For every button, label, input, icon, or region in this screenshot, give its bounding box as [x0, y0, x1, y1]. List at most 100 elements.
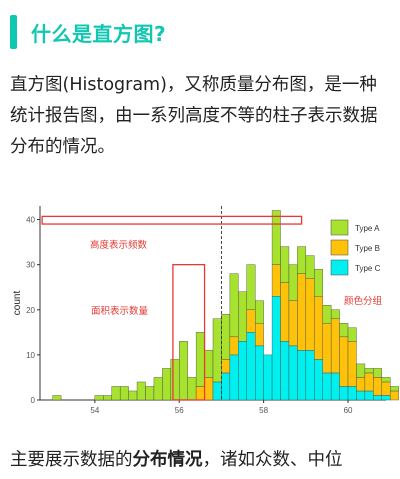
histogram-bar: [356, 377, 366, 392]
histogram-bar: [288, 264, 298, 301]
bottom-text-end: ，诸如众数、中位: [202, 450, 343, 470]
histogram-bar: [297, 273, 307, 351]
histogram-bar: [229, 336, 239, 356]
y-axis-label: count: [12, 291, 23, 316]
histogram-bar: [221, 359, 231, 374]
histogram-bar: [373, 368, 382, 378]
histogram-bar: [373, 395, 382, 401]
histogram-bar: [111, 386, 121, 401]
accent-bar: [10, 15, 17, 49]
legend-label: Type A: [355, 224, 380, 233]
histogram-bar: [52, 395, 62, 401]
height-highlight-box: [41, 215, 303, 225]
histogram-bar: [364, 368, 374, 374]
histogram-bar: [381, 377, 391, 383]
histogram-bar: [347, 341, 357, 387]
histogram-bar: [364, 372, 374, 392]
y-tick-label: 0: [31, 396, 36, 405]
x-tick-label: 56: [175, 406, 184, 415]
histogram-bar: [103, 395, 112, 401]
legend-swatch: [330, 239, 349, 256]
histogram-bar: [238, 291, 247, 342]
histogram-bar: [94, 395, 104, 401]
histogram-bar: [356, 390, 366, 401]
histogram-bar: [390, 386, 399, 392]
histogram-bar: [288, 300, 298, 347]
histogram-bar: [322, 323, 332, 374]
histogram-bar: [254, 323, 264, 347]
histogram-bar: [297, 350, 307, 401]
histogram-bar: [128, 390, 138, 401]
histogram-bar: [314, 268, 323, 297]
legend-label: Type C: [355, 264, 381, 273]
x-tick-label: 58: [259, 406, 268, 415]
histogram-bar: [162, 368, 172, 401]
histogram-bar: [305, 277, 315, 351]
histogram-bar: [254, 300, 264, 324]
histogram-bar: [246, 309, 256, 333]
histogram-bar: [347, 386, 357, 401]
histogram-bar: [179, 341, 188, 401]
legend-label: Type B: [355, 244, 380, 253]
histogram-bar: [195, 332, 205, 387]
histogram-bar: [339, 386, 349, 401]
histogram-bar: [339, 336, 349, 387]
histogram-bar: [221, 314, 231, 360]
histogram-bar: [347, 327, 357, 342]
histogram-bar: [356, 363, 366, 378]
area-highlight-box: [172, 264, 206, 401]
histogram-bar: [280, 246, 290, 283]
histogram-bar: [170, 359, 180, 401]
bottom-text-start: 主要展示数据的: [10, 450, 133, 470]
legend-swatch: [330, 219, 349, 236]
histogram-bar: [330, 318, 340, 374]
histogram-bar: [246, 264, 256, 310]
color-annotation: 颜色分组: [344, 295, 383, 307]
histogram-bar: [373, 377, 382, 396]
y-tick-label: 20: [26, 306, 35, 315]
histogram-bar: [271, 210, 281, 265]
x-tick-label: 60: [344, 406, 353, 415]
histogram-bar: [322, 305, 332, 324]
histogram-bar: [119, 386, 129, 401]
histogram-bar: [204, 377, 214, 401]
histogram-bar: [330, 372, 340, 401]
histogram-bar: [254, 345, 264, 401]
legend-swatch: [330, 259, 349, 276]
bottom-text-bold: 分布情况: [132, 450, 203, 470]
histogram-bar: [280, 282, 290, 342]
histogram-bar: [381, 395, 391, 401]
histogram-bar: [271, 264, 281, 297]
histogram-bar: [238, 341, 247, 401]
histogram-bar: [381, 381, 391, 396]
histogram-bar: [263, 354, 273, 401]
bottom-paragraph: 主要展示数据的分布情况，诸如众数、中位: [10, 445, 394, 476]
histogram-bar: [314, 359, 323, 401]
histogram-bar: [322, 372, 332, 401]
y-tick-label: 30: [26, 261, 35, 270]
page-title: 什么是直方图?: [31, 21, 167, 46]
histogram-bar: [305, 350, 315, 401]
histogram-bar: [280, 341, 290, 401]
histogram-bar: [229, 354, 239, 401]
histogram-bar: [187, 377, 197, 401]
y-tick-label: 40: [26, 216, 35, 225]
histogram-bar: [204, 350, 214, 378]
height-annotation: 高度表示频数: [90, 239, 148, 251]
histogram-bar: [271, 296, 281, 401]
histogram-bar: [297, 246, 307, 274]
histogram-bar: [153, 377, 163, 401]
histogram-bar: [390, 390, 399, 401]
area-annotation: 面积表示数量: [91, 305, 149, 317]
x-tick-label: 54: [90, 406, 99, 415]
histogram-bar: [314, 296, 323, 360]
y-tick-label: 10: [26, 351, 35, 360]
intro-paragraph: 直方图(Histogram)，又称质量分布图，是一种统计报告图，由一系列高度不等…: [10, 75, 378, 157]
histogram-bar: [221, 372, 231, 401]
histogram-bar: [136, 381, 146, 401]
histogram-bar: [195, 386, 205, 401]
histogram-bar: [305, 255, 315, 279]
histogram-bar: [364, 390, 374, 401]
histogram-bar: [145, 386, 155, 401]
